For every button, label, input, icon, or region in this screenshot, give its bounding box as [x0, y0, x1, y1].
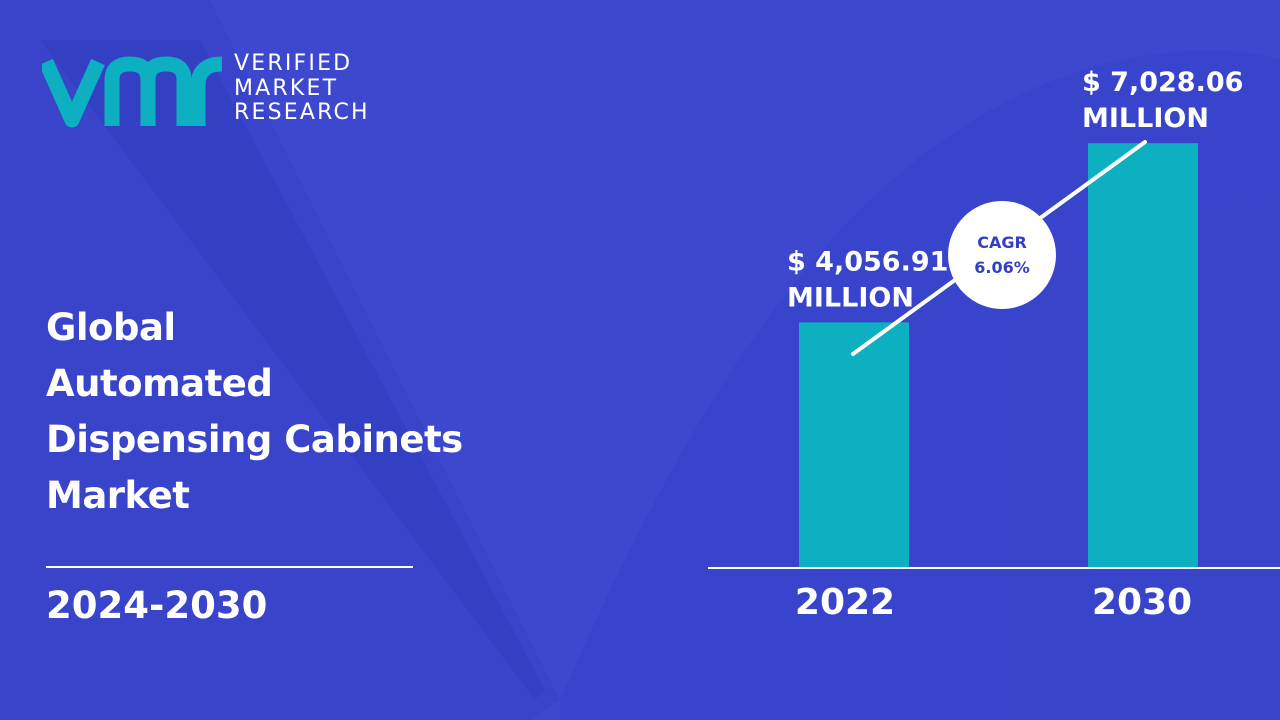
title-divider: [46, 566, 413, 568]
value-label-2022-line-1: $ 4,056.91: [787, 246, 948, 277]
value-label-2030-line-1: $ 7,028.06: [1082, 67, 1243, 98]
bar-2030: [1088, 143, 1198, 567]
logo-wordmark: VERIFIED MARKET RESEARCH: [234, 51, 370, 126]
cagr-circle: [948, 201, 1056, 309]
title-line-2: Automated: [46, 362, 273, 405]
logo-line-3: RESEARCH: [234, 100, 370, 125]
title-line-3: Dispensing Cabinets: [46, 418, 463, 461]
cagr-badge: CAGR 6.06%: [948, 201, 1056, 309]
title-line-4: Market: [46, 474, 190, 517]
value-label-2030-line-2: MILLION: [1082, 103, 1209, 134]
cagr-value: 6.06%: [974, 258, 1030, 277]
cagr-label: CAGR: [977, 233, 1027, 252]
bar-2022: [799, 322, 909, 567]
logo-line-2: MARKET: [234, 75, 339, 101]
vmr-logo-mark-icon: [42, 56, 223, 128]
value-label-2022-line-2: MILLION: [787, 282, 914, 313]
forecast-period: 2024-2030: [46, 584, 268, 627]
logo-line-1: VERIFIED: [234, 51, 353, 76]
title-line-1: Global: [46, 306, 176, 349]
vmr-logo: VERIFIED MARKET RESEARCH: [42, 48, 402, 132]
x-tick-2030: 2030: [1092, 582, 1192, 623]
page-title: Global Automated Dispensing Cabinets Mar…: [46, 300, 566, 524]
x-tick-2022: 2022: [795, 582, 895, 623]
